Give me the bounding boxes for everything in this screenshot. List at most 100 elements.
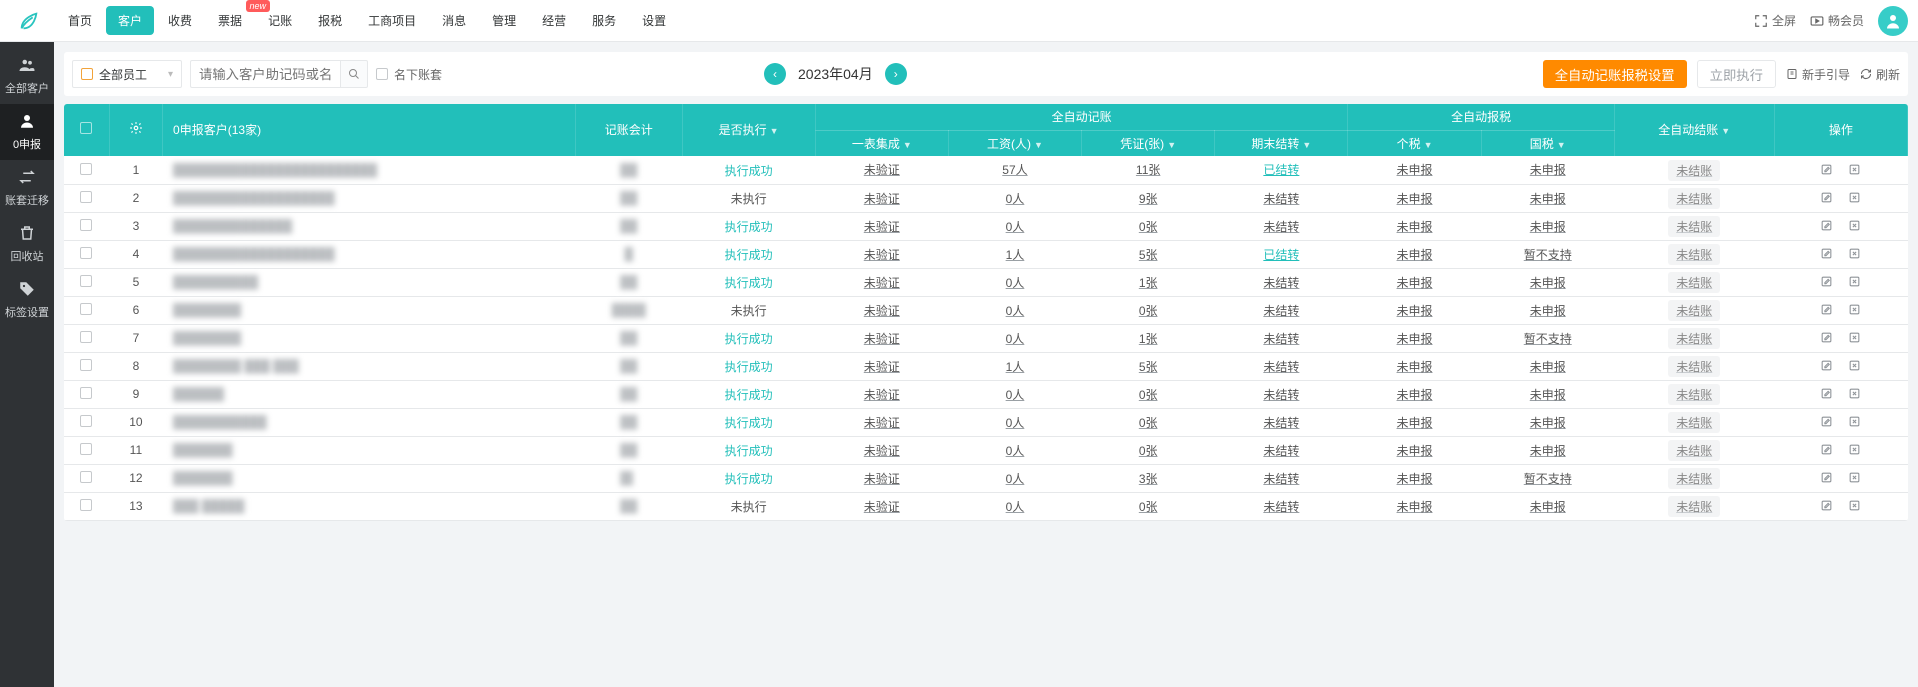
th-ntax[interactable]: 国税▼ <box>1481 130 1614 156</box>
voucher-cell[interactable]: 0张 <box>1139 500 1158 514</box>
ptax-cell[interactable]: 未申报 <box>1397 276 1433 290</box>
customer-name[interactable]: ████████ <box>173 331 241 345</box>
customer-name[interactable]: ███████████████████ <box>173 247 335 261</box>
edit-button[interactable] <box>1819 301 1835 317</box>
voucher-cell[interactable]: 0张 <box>1139 416 1158 430</box>
search-input[interactable] <box>190 60 340 88</box>
delete-button[interactable] <box>1847 497 1863 513</box>
fullscreen-button[interactable]: 全屏 <box>1754 12 1796 29</box>
voucher-cell[interactable]: 0张 <box>1139 444 1158 458</box>
salary-cell[interactable]: 0人 <box>1006 416 1025 430</box>
th-customer[interactable]: 0申报客户(13家) <box>163 104 576 156</box>
period-cell[interactable]: 已结转 <box>1263 163 1299 177</box>
nav-item-记账[interactable]: 记账 <box>256 6 304 35</box>
delete-button[interactable] <box>1847 385 1863 401</box>
row-checkbox[interactable] <box>80 471 92 483</box>
close-cell[interactable]: 未结账 <box>1668 328 1720 349</box>
ntax-cell[interactable]: 暂不支持 <box>1524 248 1572 262</box>
period-cell[interactable]: 未结转 <box>1263 416 1299 430</box>
delete-button[interactable] <box>1847 469 1863 485</box>
ptax-cell[interactable]: 未申报 <box>1397 192 1433 206</box>
close-cell[interactable]: 未结账 <box>1668 188 1720 209</box>
nav-item-收费[interactable]: 收费 <box>156 6 204 35</box>
th-period[interactable]: 期末结转▼ <box>1215 130 1348 156</box>
member-button[interactable]: 畅会员 <box>1810 12 1864 29</box>
period-cell[interactable]: 未结转 <box>1263 472 1299 486</box>
sheet-cell[interactable]: 未验证 <box>864 304 900 318</box>
customer-name[interactable]: ███████ <box>173 471 233 485</box>
salary-cell[interactable]: 0人 <box>1006 332 1025 346</box>
row-checkbox[interactable] <box>80 247 92 259</box>
sidebar-item-全部客户[interactable]: 全部客户 <box>0 48 54 104</box>
sheet-cell[interactable]: 未验证 <box>864 332 900 346</box>
ptax-cell[interactable]: 未申报 <box>1397 304 1433 318</box>
close-cell[interactable]: 未结账 <box>1668 412 1720 433</box>
customer-name[interactable]: ████████████████████████ <box>173 163 377 177</box>
th-voucher[interactable]: 凭证(张)▼ <box>1082 130 1215 156</box>
close-cell[interactable]: 未结账 <box>1668 300 1720 321</box>
sheet-cell[interactable]: 未验证 <box>864 500 900 514</box>
filter-icon[interactable]: ▼ <box>770 126 779 136</box>
edit-button[interactable] <box>1819 357 1835 373</box>
sheet-cell[interactable]: 未验证 <box>864 416 900 430</box>
edit-button[interactable] <box>1819 469 1835 485</box>
nav-item-工商项目[interactable]: 工商项目 <box>356 6 428 35</box>
period-cell[interactable]: 未结转 <box>1263 500 1299 514</box>
customer-name[interactable]: ██████████████ <box>173 219 292 233</box>
close-cell[interactable]: 未结账 <box>1668 244 1720 265</box>
search-button[interactable] <box>340 60 368 88</box>
customer-name[interactable]: ███████ <box>173 443 233 457</box>
salary-cell[interactable]: 0人 <box>1006 472 1025 486</box>
period-cell[interactable]: 未结转 <box>1263 192 1299 206</box>
period-cell[interactable]: 未结转 <box>1263 360 1299 374</box>
sidebar-item-回收站[interactable]: 回收站 <box>0 216 54 272</box>
voucher-cell[interactable]: 9张 <box>1139 192 1158 206</box>
ntax-cell[interactable]: 未申报 <box>1530 360 1566 374</box>
edit-button[interactable] <box>1819 413 1835 429</box>
delete-button[interactable] <box>1847 245 1863 261</box>
customer-name[interactable]: ███ █████ <box>173 499 244 513</box>
voucher-cell[interactable]: 0张 <box>1139 304 1158 318</box>
th-salary[interactable]: 工资(人)▼ <box>948 130 1081 156</box>
edit-button[interactable] <box>1819 329 1835 345</box>
voucher-cell[interactable]: 11张 <box>1136 163 1160 177</box>
avatar[interactable] <box>1878 6 1908 36</box>
sidebar-item-账套迁移[interactable]: 账套迁移 <box>0 160 54 216</box>
customer-name[interactable]: ███████████████████ <box>173 191 335 205</box>
edit-button[interactable] <box>1819 385 1835 401</box>
delete-button[interactable] <box>1847 301 1863 317</box>
close-cell[interactable]: 未结账 <box>1668 440 1720 461</box>
voucher-cell[interactable]: 1张 <box>1139 332 1158 346</box>
ptax-cell[interactable]: 未申报 <box>1397 163 1433 177</box>
th-execute[interactable]: 是否执行▼ <box>682 104 815 156</box>
nav-item-管理[interactable]: 管理 <box>480 6 528 35</box>
row-checkbox[interactable] <box>80 359 92 371</box>
row-checkbox[interactable] <box>80 191 92 203</box>
salary-cell[interactable]: 0人 <box>1006 220 1025 234</box>
close-cell[interactable]: 未结账 <box>1668 468 1720 489</box>
ntax-cell[interactable]: 未申报 <box>1530 304 1566 318</box>
sidebar-item-0申报[interactable]: 0申报 <box>0 104 54 160</box>
ptax-cell[interactable]: 未申报 <box>1397 388 1433 402</box>
edit-button[interactable] <box>1819 441 1835 457</box>
voucher-cell[interactable]: 5张 <box>1139 360 1158 374</box>
ntax-cell[interactable]: 未申报 <box>1530 444 1566 458</box>
delete-button[interactable] <box>1847 441 1863 457</box>
salary-cell[interactable]: 0人 <box>1006 304 1025 318</box>
voucher-cell[interactable]: 5张 <box>1139 248 1158 262</box>
edit-button[interactable] <box>1819 217 1835 233</box>
delete-button[interactable] <box>1847 413 1863 429</box>
nav-item-消息[interactable]: 消息 <box>430 6 478 35</box>
row-checkbox[interactable] <box>80 275 92 287</box>
ptax-cell[interactable]: 未申报 <box>1397 360 1433 374</box>
voucher-cell[interactable]: 1张 <box>1139 276 1158 290</box>
sheet-cell[interactable]: 未验证 <box>864 220 900 234</box>
ntax-cell[interactable]: 暂不支持 <box>1524 332 1572 346</box>
period-cell[interactable]: 未结转 <box>1263 444 1299 458</box>
close-cell[interactable]: 未结账 <box>1668 496 1720 517</box>
refresh-link[interactable]: 刷新 <box>1860 66 1900 83</box>
ptax-cell[interactable]: 未申报 <box>1397 472 1433 486</box>
nav-item-服务[interactable]: 服务 <box>580 6 628 35</box>
ptax-cell[interactable]: 未申报 <box>1397 416 1433 430</box>
row-checkbox[interactable] <box>80 415 92 427</box>
